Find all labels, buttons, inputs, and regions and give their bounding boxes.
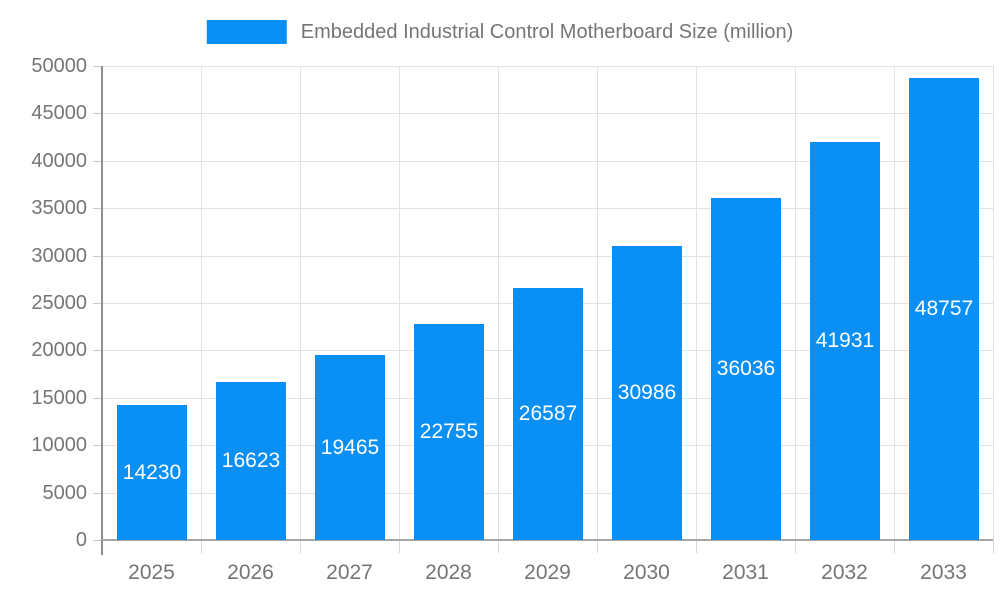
y-axis-tick xyxy=(93,256,102,257)
v-gridline xyxy=(597,66,598,540)
bar-value-label: 30986 xyxy=(617,381,677,404)
y-axis-tick-label: 45000 xyxy=(31,102,87,124)
h-gridline xyxy=(102,113,993,114)
y-axis-tick xyxy=(93,493,102,494)
v-gridline xyxy=(399,66,400,540)
bar: 30986 xyxy=(612,246,682,540)
y-axis-tick xyxy=(93,540,102,541)
x-axis-tick-label: 2027 xyxy=(326,561,373,584)
y-axis-tick xyxy=(93,208,102,209)
y-axis-tick-label: 35000 xyxy=(31,197,87,219)
x-axis-tick xyxy=(597,540,598,553)
h-gridline xyxy=(102,161,993,162)
bar-value-label: 16623 xyxy=(221,449,281,472)
legend-label: Embedded Industrial Control Motherboard … xyxy=(300,20,794,43)
x-axis-tick xyxy=(993,540,994,553)
x-axis-tick-label: 2028 xyxy=(425,561,472,584)
y-axis-tick-label: 10000 xyxy=(31,434,87,456)
bar-value-label: 19465 xyxy=(320,435,380,459)
bar: 22755 xyxy=(414,324,484,540)
y-axis-tick-label: 0 xyxy=(75,529,87,551)
bar: 48757 xyxy=(909,78,979,540)
legend-swatch xyxy=(206,20,287,44)
legend[interactable]: Embedded Industrial Control Motherboard … xyxy=(206,20,794,44)
y-axis-tick xyxy=(93,303,102,304)
x-axis-tick xyxy=(300,540,301,553)
v-gridline xyxy=(300,66,301,540)
v-gridline xyxy=(795,66,796,540)
x-axis-tick xyxy=(201,540,202,553)
x-axis-tick-label: 2029 xyxy=(524,561,571,584)
v-gridline xyxy=(894,66,895,540)
y-axis-tick xyxy=(93,113,102,114)
y-axis-tick xyxy=(93,398,102,399)
bar-value-label: 48757 xyxy=(914,297,974,320)
x-axis-tick-label: 2032 xyxy=(821,561,868,584)
y-axis-line xyxy=(101,66,103,555)
h-gridline xyxy=(102,256,993,257)
y-axis-tick xyxy=(93,161,102,162)
x-axis-tick-label: 2025 xyxy=(128,561,175,584)
x-axis-tick-label: 2030 xyxy=(623,561,670,584)
v-gridline xyxy=(201,66,202,540)
y-axis-tick xyxy=(93,66,102,67)
x-axis-tick xyxy=(498,540,499,553)
bar-value-label: 26587 xyxy=(518,402,578,425)
bar-value-label: 41931 xyxy=(815,329,875,352)
h-gridline xyxy=(102,208,993,209)
bar-value-label: 22755 xyxy=(419,420,479,443)
y-axis-tick-label: 25000 xyxy=(31,292,87,314)
bar-value-label: 14230 xyxy=(122,460,182,484)
x-axis-tick xyxy=(795,540,796,553)
x-axis-tick-label: 2026 xyxy=(227,561,274,584)
v-gridline xyxy=(498,66,499,540)
h-gridline xyxy=(102,66,993,67)
bar: 14230 xyxy=(117,405,187,540)
bar: 41931 xyxy=(810,142,880,540)
bar: 16623 xyxy=(216,382,286,540)
y-axis-tick-label: 40000 xyxy=(31,150,87,172)
y-axis-tick-label: 30000 xyxy=(31,245,87,267)
x-axis-tick-label: 2033 xyxy=(920,561,967,584)
x-axis-tick xyxy=(696,540,697,553)
y-axis-tick-label: 5000 xyxy=(42,482,88,504)
v-gridline xyxy=(696,66,697,540)
x-axis-tick xyxy=(399,540,400,553)
y-axis-tick-label: 50000 xyxy=(31,55,87,77)
bar: 26587 xyxy=(513,288,583,540)
y-axis-tick xyxy=(93,445,102,446)
y-axis-tick-label: 15000 xyxy=(31,387,87,409)
bar: 36036 xyxy=(711,198,781,540)
bar-value-label: 36036 xyxy=(716,357,776,380)
y-axis-tick-label: 20000 xyxy=(31,339,87,361)
bar: 19465 xyxy=(315,355,385,540)
x-axis-line xyxy=(102,539,993,541)
y-axis-tick xyxy=(93,350,102,351)
x-axis-tick-label: 2031 xyxy=(722,561,769,584)
x-axis-tick xyxy=(894,540,895,553)
v-gridline xyxy=(993,66,994,540)
